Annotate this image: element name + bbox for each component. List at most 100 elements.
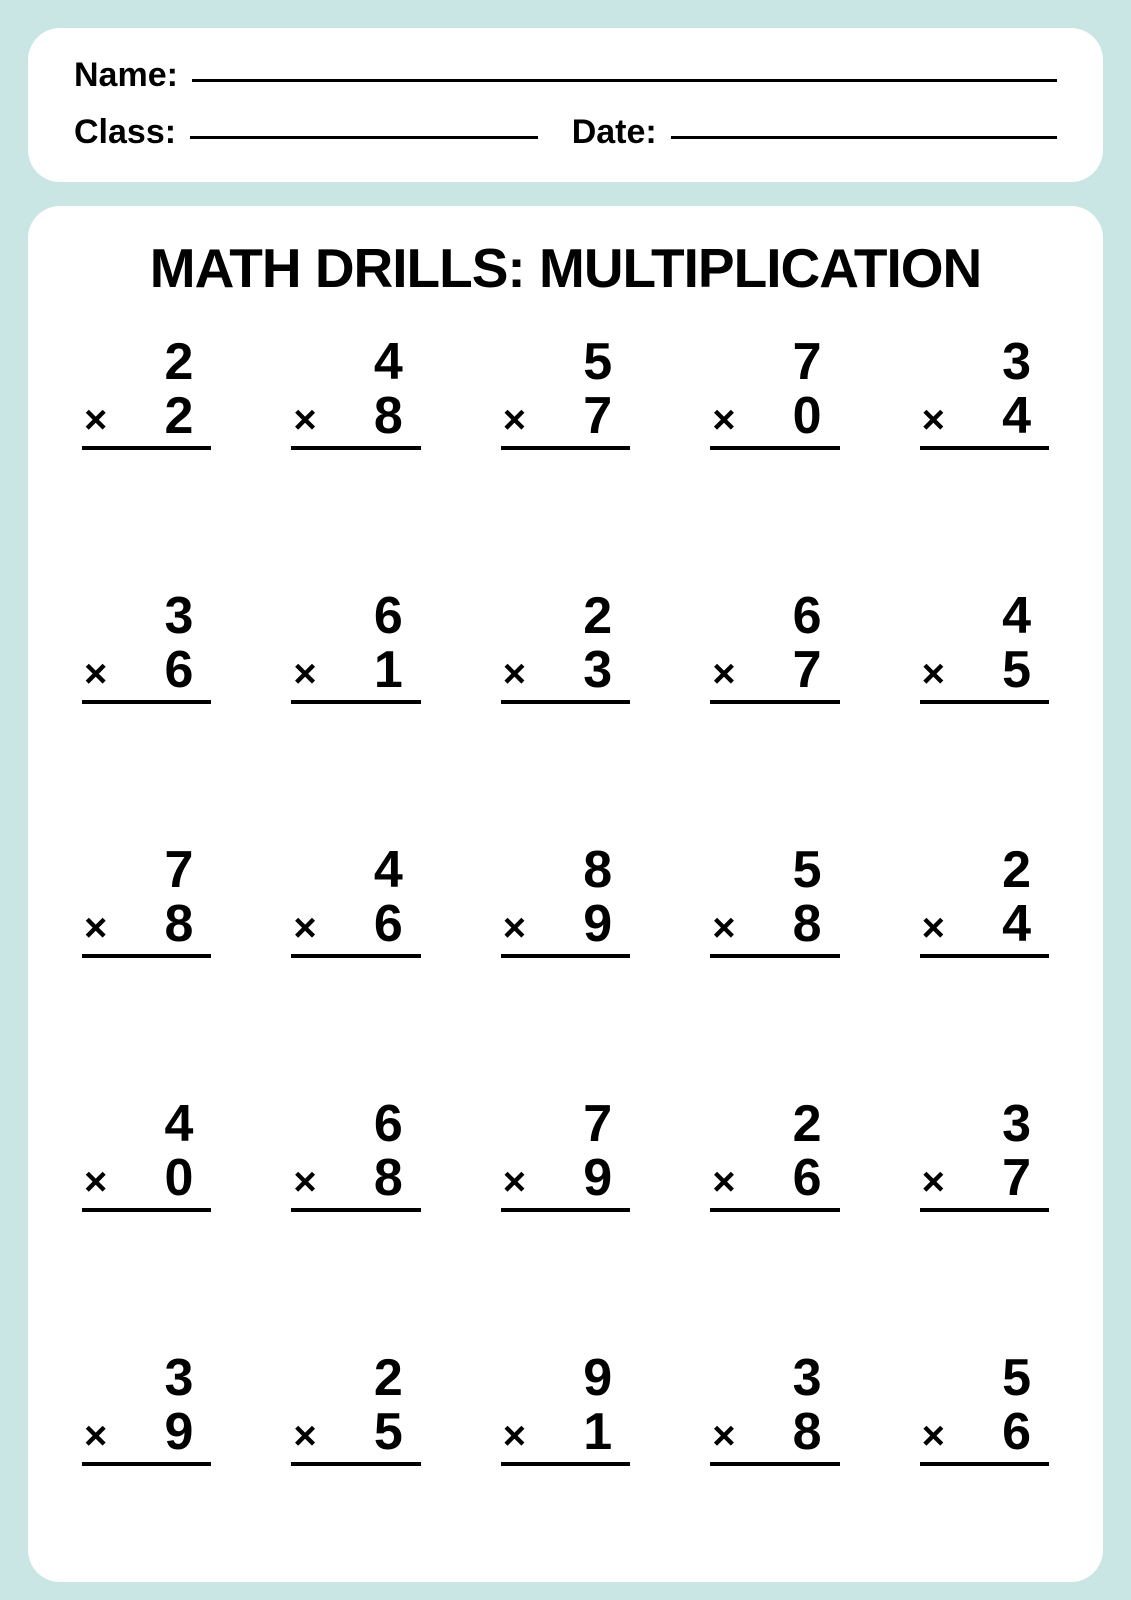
problem-bottom-row: ×9 bbox=[82, 1406, 211, 1466]
problem-bottom-row: ×5 bbox=[291, 1406, 420, 1466]
problem-5: 3×6 bbox=[82, 590, 211, 754]
header-card: Name: Class: Date: bbox=[28, 28, 1103, 182]
problem-top-number: 3 bbox=[710, 1352, 839, 1404]
problem-top-number: 5 bbox=[920, 1352, 1049, 1404]
problem-2: 5×7 bbox=[501, 336, 630, 500]
problem-12: 8×9 bbox=[501, 844, 630, 1008]
problem-top-number: 4 bbox=[82, 1098, 211, 1150]
problem-bottom-number: 1 bbox=[583, 1406, 612, 1458]
problem-top-number: 3 bbox=[920, 336, 1049, 388]
problem-top-number: 4 bbox=[920, 590, 1049, 642]
problem-bottom-number: 5 bbox=[374, 1406, 403, 1458]
problem-7: 2×3 bbox=[501, 590, 630, 754]
problem-bottom-number: 4 bbox=[1002, 898, 1031, 950]
class-label: Class: bbox=[74, 113, 176, 152]
problem-bottom-row: ×4 bbox=[920, 898, 1049, 958]
problem-bottom-number: 3 bbox=[583, 644, 612, 696]
multiply-icon: × bbox=[501, 654, 526, 694]
problem-top-number: 7 bbox=[710, 336, 839, 388]
problem-3: 7×0 bbox=[710, 336, 839, 500]
problem-bottom-number: 2 bbox=[164, 390, 193, 442]
problem-bottom-row: ×6 bbox=[920, 1406, 1049, 1466]
problem-bottom-number: 9 bbox=[583, 1152, 612, 1204]
problem-bottom-row: ×1 bbox=[501, 1406, 630, 1466]
multiply-icon: × bbox=[82, 908, 107, 948]
multiply-icon: × bbox=[501, 1416, 526, 1456]
problem-bottom-row: ×6 bbox=[291, 898, 420, 958]
class-line[interactable] bbox=[190, 136, 538, 139]
multiply-icon: × bbox=[501, 908, 526, 948]
problem-bottom-row: ×3 bbox=[501, 644, 630, 704]
problem-bottom-row: ×0 bbox=[710, 390, 839, 450]
problem-1: 4 × 8 bbox=[291, 336, 420, 500]
problem-top-number: 5 bbox=[501, 336, 630, 388]
problem-10: 7×8 bbox=[82, 844, 211, 1008]
problem-top-number: 6 bbox=[710, 590, 839, 642]
problem-8: 6 × 7 bbox=[710, 590, 839, 754]
problem-bottom-row: ×4 bbox=[920, 390, 1049, 450]
problem-bottom-number: 8 bbox=[374, 1152, 403, 1204]
multiply-icon: × bbox=[291, 400, 316, 440]
problem-bottom-number: 8 bbox=[374, 390, 403, 442]
main-card: MATH DRILLS: MULTIPLICATION 2×24×85×77×0… bbox=[28, 206, 1103, 1582]
problem-bottom-number: 9 bbox=[583, 898, 612, 950]
problem-11: 4×6 bbox=[291, 844, 420, 1008]
problem-bottom-row: ×8 bbox=[710, 1406, 839, 1466]
problem-18: 2×6 bbox=[710, 1098, 839, 1262]
problem-4: 3×4 bbox=[920, 336, 1049, 500]
problem-top-number: 4 bbox=[291, 336, 420, 388]
problem-bottom-number: 0 bbox=[164, 1152, 193, 1204]
multiply-icon: × bbox=[920, 908, 945, 948]
problem-top-number: 2 bbox=[82, 336, 211, 388]
problem-top-number: 3 bbox=[82, 590, 211, 642]
problem-bottom-row: ×0 bbox=[82, 1152, 211, 1212]
problem-bottom-row: ×8 bbox=[82, 898, 211, 958]
problem-bottom-row: ×8 bbox=[710, 898, 839, 958]
multiply-icon: × bbox=[710, 400, 735, 440]
date-label: Date: bbox=[572, 113, 657, 152]
problem-top-number: 9 bbox=[501, 1352, 630, 1404]
problem-top-number: 8 bbox=[501, 844, 630, 896]
problem-bottom-number: 8 bbox=[164, 898, 193, 950]
problem-bottom-number: 4 bbox=[1002, 390, 1031, 442]
name-line[interactable] bbox=[192, 79, 1057, 82]
problem-15: 4×0 bbox=[82, 1098, 211, 1262]
name-label: Name: bbox=[74, 56, 178, 95]
multiply-icon: × bbox=[291, 654, 316, 694]
problem-top-number: 2 bbox=[291, 1352, 420, 1404]
multiply-icon: × bbox=[710, 654, 735, 694]
problem-24: 5×6 bbox=[920, 1352, 1049, 1516]
problem-23: 3×8 bbox=[710, 1352, 839, 1516]
problem-bottom-row: ×2 bbox=[82, 390, 211, 450]
multiply-icon: × bbox=[82, 1416, 107, 1456]
problem-6: 6×1 bbox=[291, 590, 420, 754]
multiply-icon: × bbox=[82, 654, 107, 694]
problem-19: 3×7 bbox=[920, 1098, 1049, 1262]
problem-bottom-number: 7 bbox=[793, 644, 822, 696]
multiply-icon: × bbox=[710, 908, 735, 948]
problem-bottom-number: 5 bbox=[1002, 644, 1031, 696]
problem-bottom-number: 1 bbox=[374, 644, 403, 696]
multiply-icon: × bbox=[291, 908, 316, 948]
multiply-icon: × bbox=[710, 1416, 735, 1456]
problem-bottom-row: ×9 bbox=[501, 898, 630, 958]
problem-bottom-number: 6 bbox=[164, 644, 193, 696]
problem-top-number: 2 bbox=[501, 590, 630, 642]
problems-grid: 2×24×85×77×03×43×66×12×36×74×57×84×68×95… bbox=[72, 336, 1059, 1516]
name-field-row: Name: bbox=[74, 56, 1057, 95]
date-line[interactable] bbox=[671, 136, 1057, 139]
problem-bottom-number: 7 bbox=[1002, 1152, 1031, 1204]
problem-top-number: 5 bbox=[710, 844, 839, 896]
problem-top-number: 3 bbox=[920, 1098, 1049, 1150]
problem-bottom-row: ×1 bbox=[291, 644, 420, 704]
problem-bottom-row: ×6 bbox=[82, 644, 211, 704]
problem-bottom-row: ×7 bbox=[920, 1152, 1049, 1212]
problem-bottom-row: ×8 bbox=[291, 1152, 420, 1212]
problem-bottom-number: 8 bbox=[793, 1406, 822, 1458]
problem-top-number: 7 bbox=[82, 844, 211, 896]
multiply-icon: × bbox=[291, 1416, 316, 1456]
multiply-icon: × bbox=[501, 400, 526, 440]
problem-9: 4×5 bbox=[920, 590, 1049, 754]
multiply-icon: × bbox=[920, 1416, 945, 1456]
problem-bottom-number: 0 bbox=[793, 390, 822, 442]
